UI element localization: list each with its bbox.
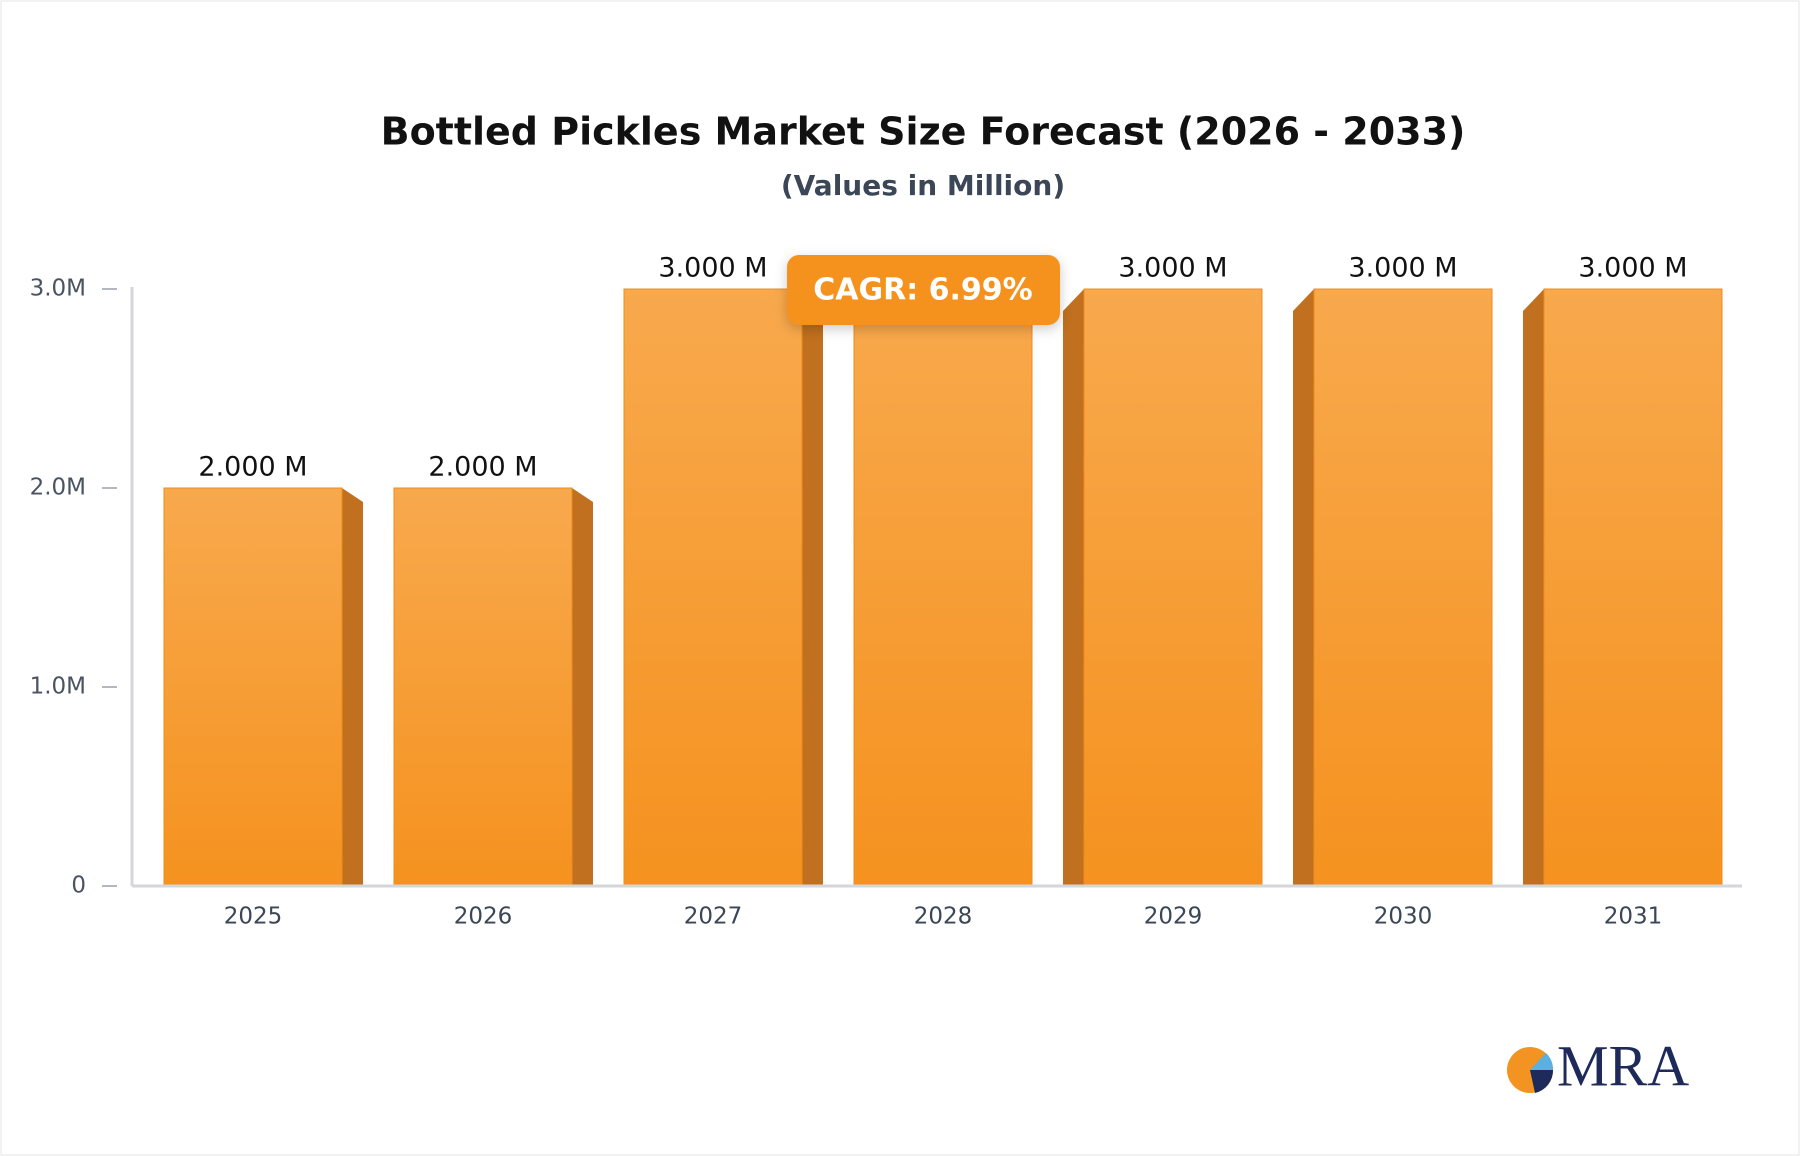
chart-title: Bottled Pickles Market Size Forecast (20… xyxy=(381,110,1466,154)
y-tick-label: 3.0M xyxy=(30,276,86,302)
y-tick-label: 0 xyxy=(71,873,86,899)
bar-side xyxy=(572,488,593,886)
x-tick-label: 2027 xyxy=(684,904,743,930)
bar-side xyxy=(342,488,363,886)
x-tick-label: 2026 xyxy=(454,904,513,930)
value-label: 3.000 M xyxy=(1348,253,1457,284)
x-tick-label: 2029 xyxy=(1144,904,1203,930)
value-label: 2.000 M xyxy=(198,452,307,483)
logo: MRA xyxy=(1507,1033,1689,1098)
bar xyxy=(623,288,803,887)
logo-text: MRA xyxy=(1557,1033,1689,1098)
x-tick-label: 2028 xyxy=(914,904,973,930)
bar xyxy=(1543,288,1723,887)
bar xyxy=(853,288,1033,887)
annotation: CAGR: 6.99% xyxy=(813,273,1032,308)
logo-icon xyxy=(1530,1053,1554,1070)
y-tick-label: 2.0M xyxy=(30,475,86,501)
value-label: 3.000 M xyxy=(1118,253,1227,284)
x-tick-label: 2025 xyxy=(224,904,283,930)
value-label: 3.000 M xyxy=(1578,253,1687,284)
bar-side xyxy=(1063,289,1084,886)
chart-subtitle: (Values in Million) xyxy=(781,169,1065,202)
bar-side xyxy=(802,289,823,886)
y-tick-label: 1.0M xyxy=(30,674,86,700)
bar xyxy=(1313,288,1493,887)
bar-side xyxy=(1523,289,1544,886)
bar xyxy=(163,487,343,887)
bar xyxy=(393,487,573,887)
value-label: 3.000 M xyxy=(658,253,767,284)
bar xyxy=(1083,288,1263,887)
logo-icon xyxy=(1530,1070,1554,1093)
x-tick-label: 2031 xyxy=(1604,904,1663,930)
x-tick-label: 2030 xyxy=(1374,904,1433,930)
value-label: 2.000 M xyxy=(428,452,537,483)
bar-side xyxy=(1293,289,1314,886)
annotation-badge xyxy=(787,255,1060,325)
